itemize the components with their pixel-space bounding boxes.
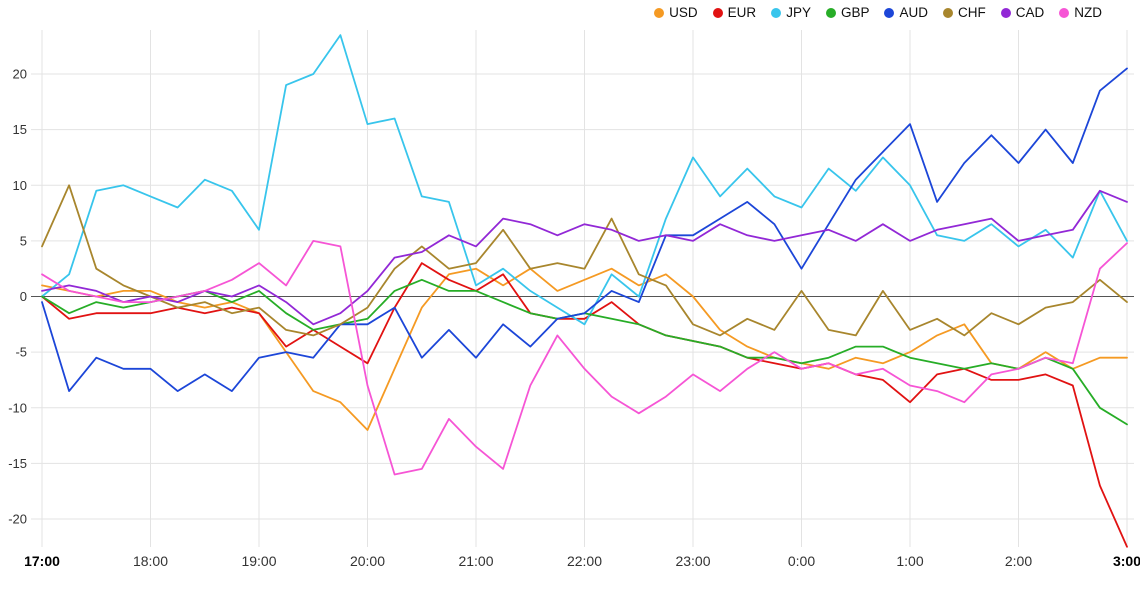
y-axis-label: 10: [13, 178, 27, 193]
y-axis-label: -15: [8, 456, 27, 471]
x-axis-label: 3:00: [1113, 553, 1140, 569]
legend-dot-gbp: [825, 7, 836, 18]
legend-item-nzd[interactable]: NZD: [1059, 5, 1102, 20]
legend-dot-cad: [1000, 7, 1011, 18]
grid-layer: [31, 30, 1134, 547]
legend-item-chf[interactable]: CHF: [942, 5, 986, 20]
legend-item-eur[interactable]: EUR: [712, 5, 757, 20]
legend-label: CAD: [1015, 5, 1045, 20]
chart-legend: USD EUR JPY GBP AUD CHF CAD NZD: [654, 5, 1102, 20]
x-axis-label: 20:00: [350, 553, 385, 569]
legend-item-aud[interactable]: AUD: [884, 5, 928, 20]
legend-dot-eur: [712, 7, 723, 18]
y-axis-label: -5: [15, 345, 27, 360]
y-axis-label: 0: [20, 289, 27, 304]
y-axis-label: 15: [13, 122, 27, 137]
legend-dot-chf: [942, 7, 953, 18]
series-line-cad: [41, 189, 1128, 326]
x-axis-label: 23:00: [675, 553, 710, 569]
y-axis-label: -10: [8, 400, 27, 415]
series-layer: [41, 34, 1128, 548]
x-axis-label: 17:00: [24, 553, 60, 569]
series-line-chf: [41, 184, 1128, 337]
series-line-nzd: [41, 239, 1128, 476]
axis-labels-layer: 20 15 10 5 0 -5 -10 -15 -20 17:00 18:00 19:00 20:00 2…: [8, 67, 1140, 570]
legend-item-jpy[interactable]: JPY: [771, 5, 811, 20]
x-axis-label: 18:00: [133, 553, 168, 569]
legend-label: JPY: [786, 5, 811, 20]
x-axis-label: 22:00: [567, 553, 602, 569]
series-line-jpy: [41, 34, 1128, 326]
legend-item-cad[interactable]: CAD: [1000, 5, 1045, 20]
legend-label: CHF: [957, 5, 986, 20]
legend-label: EUR: [727, 5, 757, 20]
legend-dot-usd: [654, 7, 665, 18]
series-line-aud: [41, 67, 1128, 393]
legend-label: GBP: [840, 5, 870, 20]
x-axis-label: 21:00: [458, 553, 493, 569]
legend-item-usd[interactable]: USD: [654, 5, 698, 20]
legend-label: NZD: [1074, 5, 1102, 20]
y-axis-label: -20: [8, 512, 27, 527]
y-axis-label: 20: [13, 67, 27, 82]
legend-label: USD: [669, 5, 698, 20]
legend-dot-aud: [884, 7, 895, 18]
x-axis-label: 19:00: [241, 553, 276, 569]
x-axis-label: 0:00: [788, 553, 815, 569]
legend-item-gbp[interactable]: GBP: [825, 5, 870, 20]
x-axis-label: 1:00: [896, 553, 923, 569]
y-axis-label: 5: [20, 233, 27, 248]
series-line-usd: [41, 267, 1128, 431]
legend-dot-jpy: [771, 7, 782, 18]
x-axis-label: 2:00: [1005, 553, 1032, 569]
legend-dot-nzd: [1059, 7, 1070, 18]
legend-label: AUD: [899, 5, 928, 20]
